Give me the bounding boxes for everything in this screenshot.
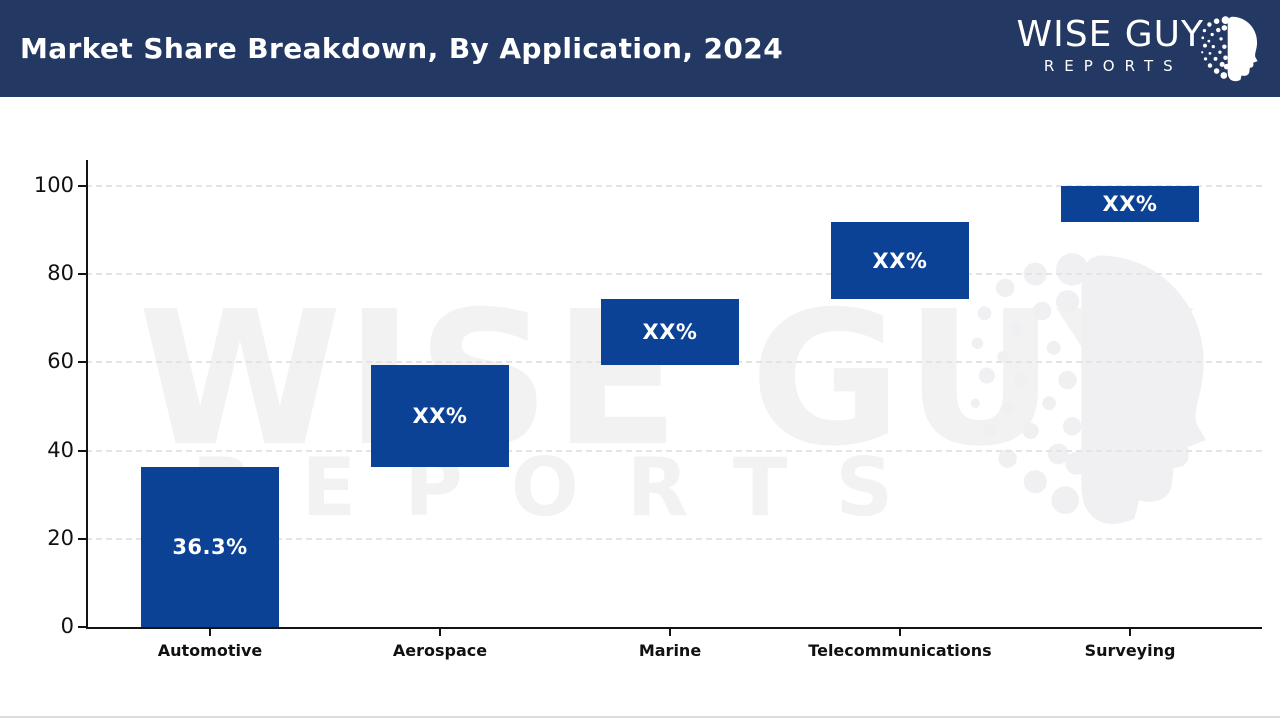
- x-category-label: Marine: [638, 641, 702, 660]
- x-axis-tick: [439, 629, 441, 636]
- y-axis-tick: [78, 537, 86, 540]
- y-axis-line: [86, 160, 88, 629]
- grid-line: [86, 449, 1262, 452]
- x-axis-tick: [209, 629, 211, 636]
- watermark-text-line2: REPORTS: [192, 441, 942, 534]
- waterfall-bar: 36.3%: [141, 466, 279, 627]
- y-axis-tick: [78, 361, 86, 364]
- header-band: Market Share Breakdown, By Application, …: [0, 0, 1280, 97]
- page-title: Market Share Breakdown, By Application, …: [20, 32, 784, 65]
- y-tick-label: 20: [47, 525, 74, 550]
- y-tick-label: 0: [60, 614, 74, 638]
- bar-value-label: 36.3%: [172, 534, 248, 559]
- grid-line: [86, 537, 1262, 540]
- x-category-label: Automotive: [157, 641, 263, 660]
- x-axis-tick: [899, 629, 901, 636]
- waterfall-bar: XX%: [371, 365, 509, 467]
- bar-value-label: XX%: [412, 403, 468, 428]
- y-tick-label: 40: [47, 437, 74, 462]
- wiseguy-face-icon: [1201, 16, 1258, 82]
- waterfall-bar: XX%: [1061, 186, 1199, 223]
- bottom-border: [0, 716, 1280, 718]
- y-axis-tick: [78, 185, 86, 187]
- waterfall-bar: XX%: [831, 222, 969, 299]
- y-tick-label: 80: [47, 261, 74, 286]
- waterfall-bar: XX%: [601, 298, 739, 366]
- x-category-label: Telecommunications: [808, 641, 992, 660]
- y-axis-tick: [78, 273, 86, 276]
- wiseguy-logo-line1: WISE GUY: [1016, 14, 1204, 55]
- y-tick-label: 60: [47, 349, 74, 374]
- wiseguy-logo-text: WISE GUY REPORTS: [1017, 14, 1205, 75]
- grid-line: [86, 185, 1262, 187]
- bar-value-label: XX%: [872, 248, 928, 273]
- x-axis-line: [86, 627, 1262, 629]
- watermark-face-icon: [970, 253, 1206, 524]
- wiseguy-logo: WISE GUY REPORTS: [1017, 0, 1274, 97]
- x-category-label: Aerospace: [392, 641, 488, 660]
- x-category-label: Surveying: [1084, 641, 1176, 660]
- bar-value-label: XX%: [1102, 192, 1158, 217]
- x-axis-tick: [669, 629, 671, 636]
- y-axis-tick: [78, 626, 86, 628]
- wiseguy-logo-line2: REPORTS: [1043, 57, 1183, 75]
- x-axis-tick: [1129, 629, 1131, 636]
- grid-line: [86, 273, 1262, 276]
- y-axis-tick: [78, 449, 86, 452]
- bar-value-label: XX%: [642, 319, 698, 344]
- y-tick-label: 100: [33, 173, 74, 197]
